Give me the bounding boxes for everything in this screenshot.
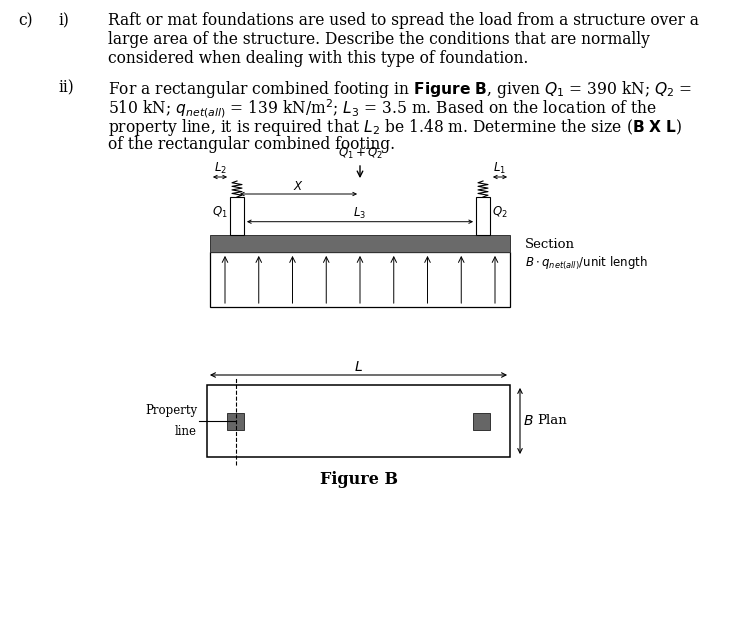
Text: line: line: [175, 425, 197, 438]
Text: property line, it is required that $L_2$ be 1.48 m. Determine the size ($\mathbf: property line, it is required that $L_2$…: [108, 117, 682, 138]
Bar: [210, 252, 510, 307]
Text: of the rectangular combined footing.: of the rectangular combined footing.: [108, 136, 395, 153]
Bar: [473, 412, 490, 430]
Text: 510 kN; $q_{net(all)}$ = 139 kN/m$^2$; $L_3$ = 3.5 m. Based on the location of t: 510 kN; $q_{net(all)}$ = 139 kN/m$^2$; $…: [108, 98, 657, 120]
Text: i): i): [58, 12, 69, 29]
Text: $X$: $X$: [293, 180, 304, 193]
Bar: [210, 235, 510, 252]
Text: considered when dealing with this type of foundation.: considered when dealing with this type o…: [108, 50, 528, 67]
Text: Figure B: Figure B: [320, 471, 398, 488]
Text: $Q_2$: $Q_2$: [492, 205, 508, 219]
Bar: [227, 412, 244, 430]
Bar: [207, 385, 510, 457]
Text: $L_2$: $L_2$: [214, 161, 226, 176]
Text: Raft or mat foundations are used to spread the load from a structure over a: Raft or mat foundations are used to spre…: [108, 12, 699, 29]
Text: c): c): [18, 12, 33, 29]
Text: Section: Section: [525, 238, 575, 251]
Text: $B \cdot q_{net(all)}$/unit length: $B \cdot q_{net(all)}$/unit length: [525, 255, 648, 272]
Text: $B$: $B$: [523, 414, 534, 428]
Text: For a rectangular combined footing in $\mathbf{Figure\ B}$, given $Q_1$ = 390 kN: For a rectangular combined footing in $\…: [108, 79, 692, 100]
Bar: [230, 197, 244, 235]
Text: Property: Property: [145, 404, 197, 417]
Text: $Q_1 + Q_2$: $Q_1 + Q_2$: [338, 146, 382, 161]
Text: large area of the structure. Describe the conditions that are normally: large area of the structure. Describe th…: [108, 31, 650, 48]
Text: Plan: Plan: [537, 415, 567, 428]
Text: $L$: $L$: [354, 360, 363, 374]
Text: $L_3$: $L_3$: [353, 206, 367, 221]
Text: $Q_1$: $Q_1$: [212, 205, 228, 219]
Bar: [476, 197, 490, 235]
Text: ii): ii): [58, 79, 74, 96]
Text: $L_1$: $L_1$: [494, 161, 506, 176]
